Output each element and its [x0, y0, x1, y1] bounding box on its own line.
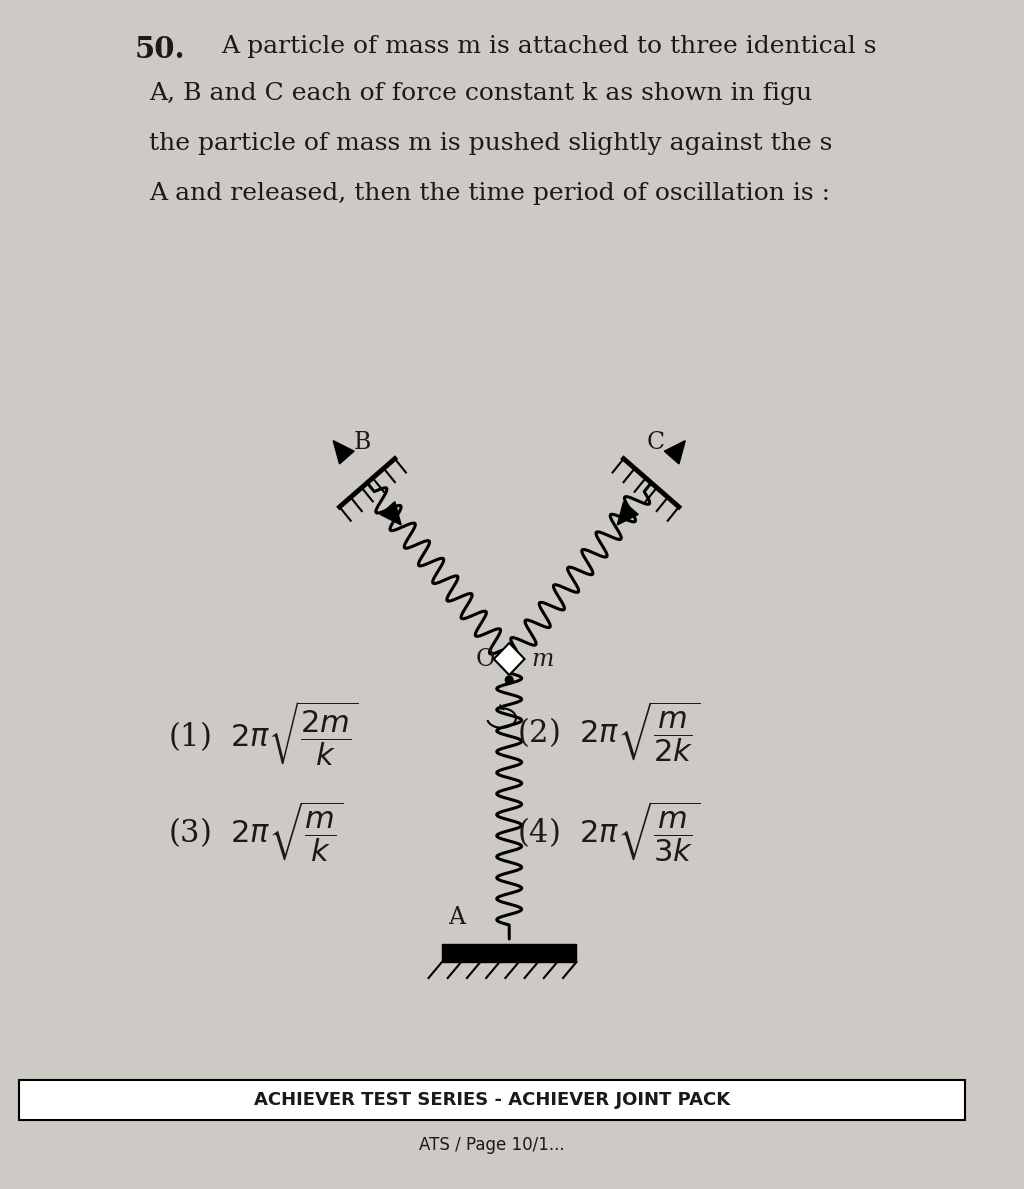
- Polygon shape: [665, 441, 685, 464]
- Polygon shape: [333, 441, 354, 464]
- Circle shape: [506, 677, 513, 684]
- Text: (1)  $2\pi\sqrt{\dfrac{2m}{k}}$: (1) $2\pi\sqrt{\dfrac{2m}{k}}$: [168, 700, 359, 768]
- Text: 50.: 50.: [134, 34, 185, 64]
- Text: A and released, then the time period of oscillation is :: A and released, then the time period of …: [148, 182, 830, 205]
- Text: ATS / Page 10/1...: ATS / Page 10/1...: [419, 1135, 565, 1155]
- Bar: [19, 1080, 965, 1120]
- Polygon shape: [442, 944, 577, 962]
- Text: C: C: [647, 432, 666, 454]
- Text: the particle of mass m is pushed slightly against the s: the particle of mass m is pushed slightl…: [148, 132, 833, 155]
- Text: m: m: [531, 648, 554, 671]
- Text: A, B and C each of force constant k as shown in figu: A, B and C each of force constant k as s…: [148, 82, 812, 105]
- Polygon shape: [380, 502, 401, 524]
- Polygon shape: [617, 502, 638, 524]
- Text: B: B: [353, 432, 371, 454]
- Text: O: O: [475, 648, 495, 671]
- Text: (3)  $2\pi\sqrt{\dfrac{m}{k}}$: (3) $2\pi\sqrt{\dfrac{m}{k}}$: [168, 800, 344, 864]
- Text: ACHIEVER TEST SERIES - ACHIEVER JOINT PACK: ACHIEVER TEST SERIES - ACHIEVER JOINT PA…: [254, 1092, 730, 1109]
- Text: (4)  $2\pi\sqrt{\dfrac{m}{3k}}$: (4) $2\pi\sqrt{\dfrac{m}{3k}}$: [517, 800, 700, 864]
- Text: (2)  $2\pi\sqrt{\dfrac{m}{2k}}$: (2) $2\pi\sqrt{\dfrac{m}{2k}}$: [517, 700, 700, 765]
- Text: A particle of mass m is attached to three identical s: A particle of mass m is attached to thre…: [221, 34, 877, 58]
- Polygon shape: [494, 643, 524, 675]
- Text: A: A: [447, 906, 465, 929]
